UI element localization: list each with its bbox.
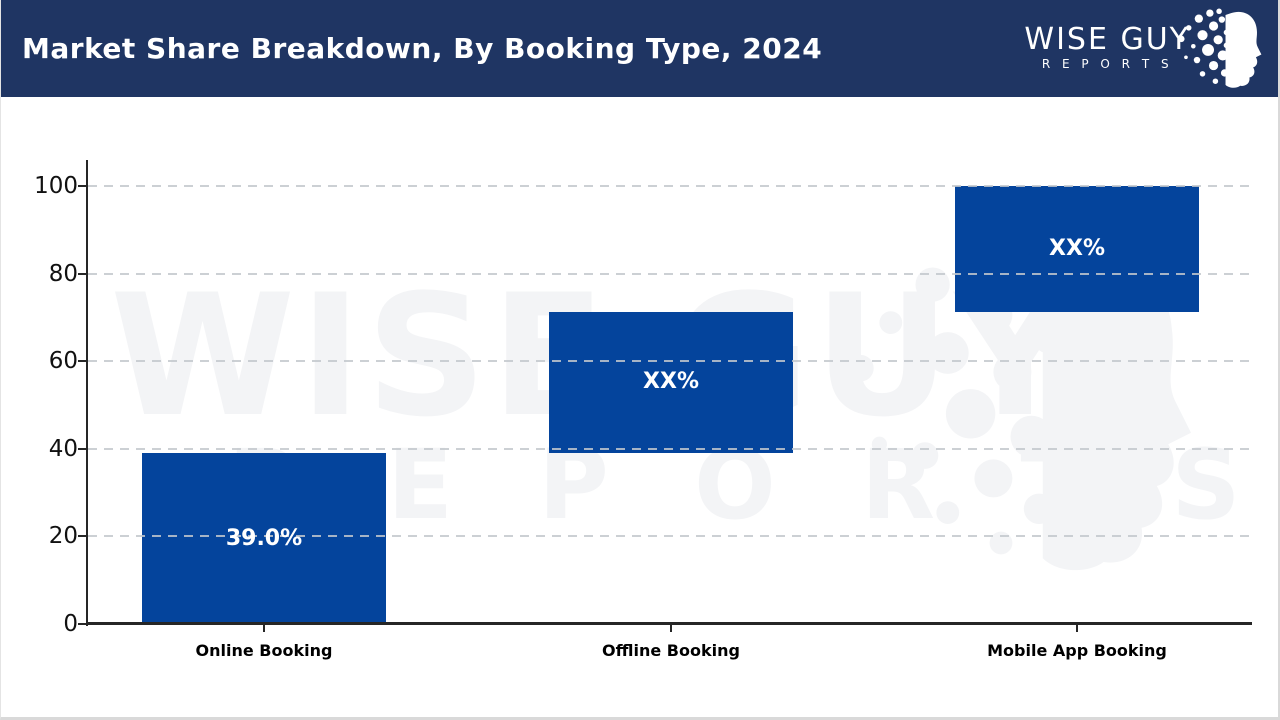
bar-1	[142, 453, 386, 624]
chart-title: Market Share Breakdown, By Booking Type,…	[22, 32, 823, 65]
watermark-face-dots-icon	[847, 246, 1191, 571]
y-tick-mark	[78, 360, 86, 363]
y-axis-line	[86, 160, 88, 626]
y-tick-label: 40	[48, 435, 78, 462]
y-tick-label: 0	[63, 611, 78, 637]
gridline	[88, 360, 1250, 363]
brand-logo-text: WISE GUY R E P O R T S	[1024, 21, 1190, 73]
gridline	[88, 272, 1250, 275]
y-tick-mark	[78, 185, 86, 187]
x-category-label: Online Booking	[195, 641, 333, 660]
x-tick-mark	[1076, 625, 1078, 632]
y-tick-mark	[78, 447, 86, 450]
gridline	[88, 185, 1250, 187]
bar-3	[955, 186, 1199, 312]
bar-value-label: XX%	[1049, 235, 1105, 261]
y-tick-mark	[78, 272, 86, 275]
x-category-label: Mobile App Booking	[987, 641, 1167, 660]
brand-name: WISE GUY	[1024, 21, 1190, 57]
y-tick-label: 20	[48, 523, 78, 550]
y-tick-label: 60	[48, 348, 78, 375]
gridline	[88, 447, 1250, 450]
x-category-label: Offline Booking	[602, 641, 740, 660]
face-dots-logo-icon	[1178, 8, 1262, 88]
header-bar: Market Share Breakdown, By Booking Type,…	[0, 0, 1280, 97]
x-axis-line	[86, 622, 1252, 625]
bar-value-label: 39.0%	[225, 525, 303, 551]
bar-2	[549, 311, 793, 454]
bar-value-label: XX%	[643, 369, 699, 395]
y-tick-mark	[78, 623, 86, 625]
x-tick-mark	[670, 625, 672, 632]
brand-logo: WISE GUY R E P O R T S	[1024, 0, 1266, 97]
y-tick-mark	[78, 535, 86, 538]
y-tick-label: 80	[48, 260, 78, 287]
chart-area: WISE GUY R E P O R T S 0 20 40 60 80 100 39.0%…	[0, 97, 1280, 720]
gridline	[88, 535, 1250, 538]
x-tick-mark	[263, 625, 265, 632]
y-tick-label: 100	[34, 173, 78, 199]
brand-subtitle: R E P O R T S	[1041, 56, 1173, 71]
